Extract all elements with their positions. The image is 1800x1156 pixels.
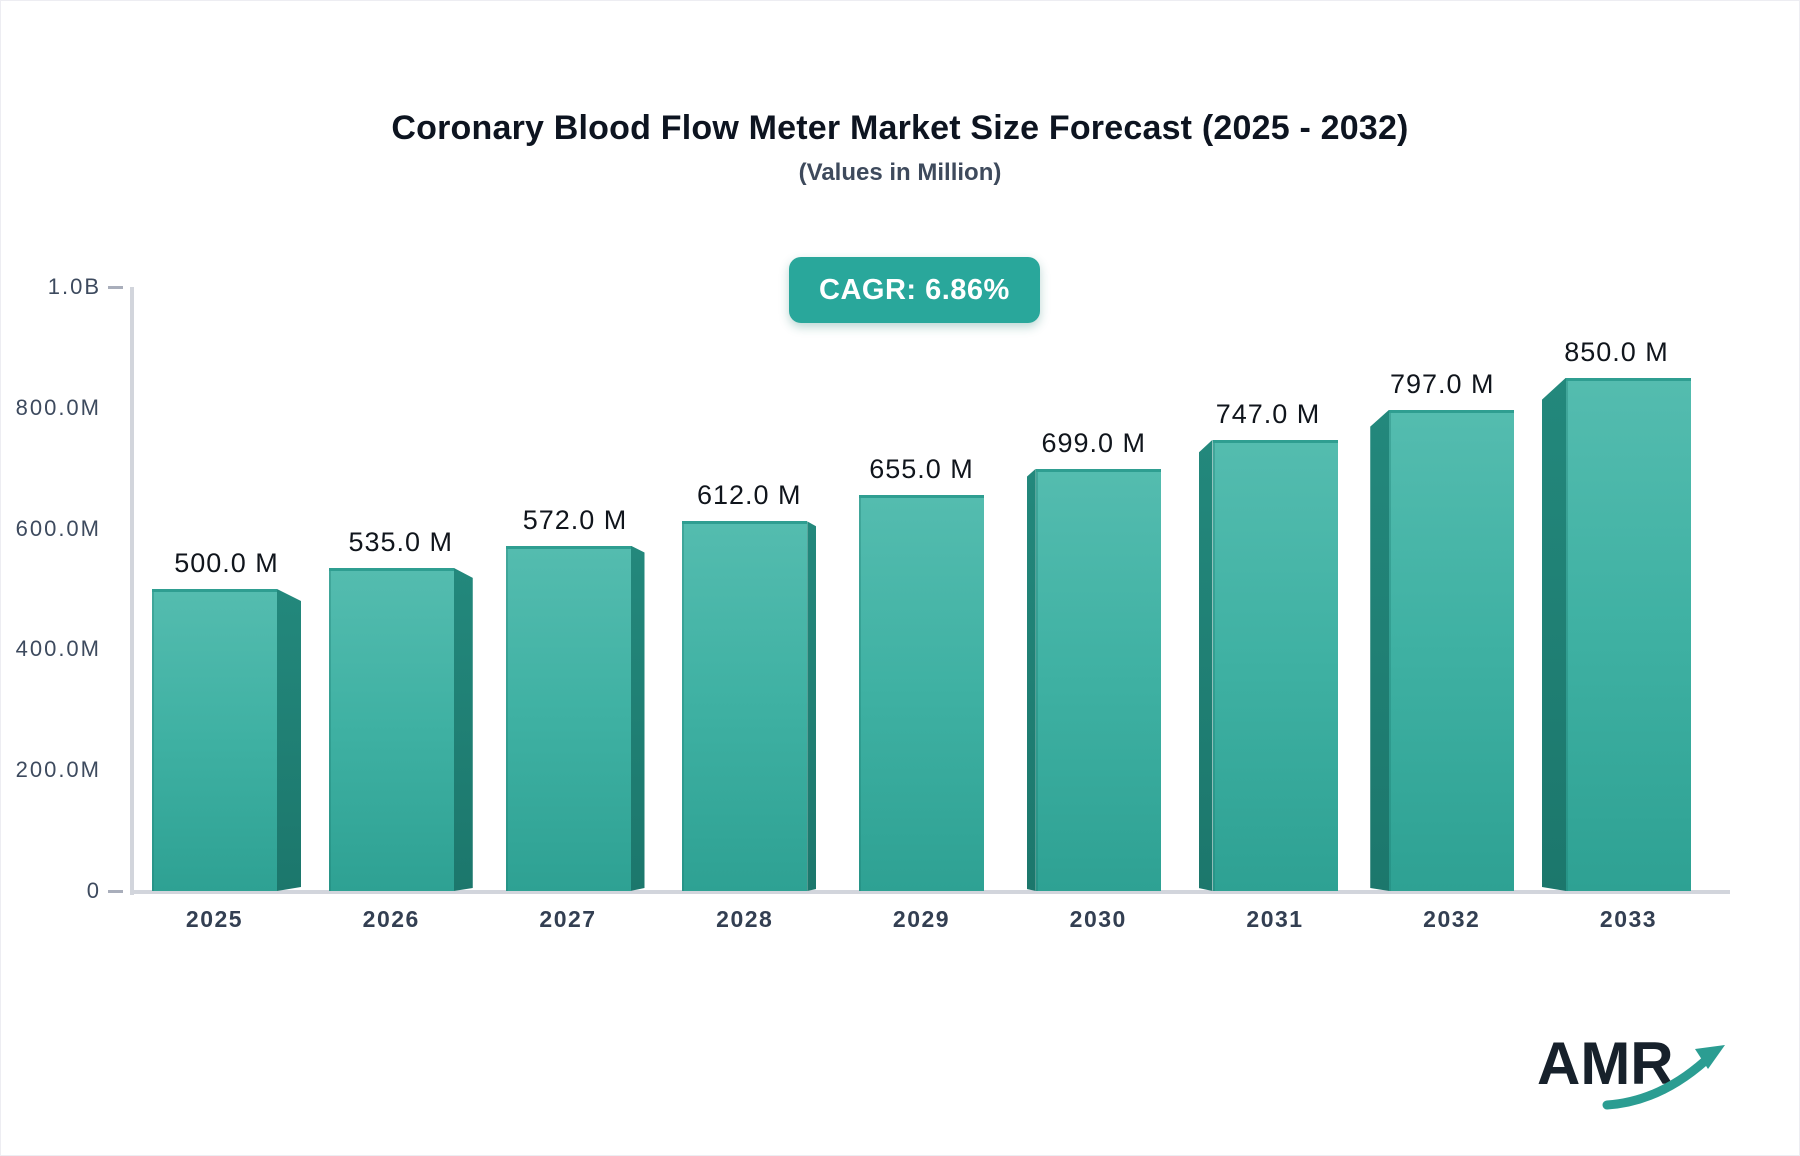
bar-value-label: 850.0 M xyxy=(1564,336,1669,367)
x-axis-tick-label: 2031 xyxy=(1246,906,1304,932)
bar-3d-side-2025 xyxy=(277,589,301,891)
bar-value-label: 699.0 M xyxy=(1041,427,1147,458)
amr-logo-text: AMR xyxy=(1537,1030,1674,1097)
cagr-badge: CAGR: 6.86% xyxy=(789,257,1040,323)
chart-title: Coronary Blood Flow Meter Market Size Fo… xyxy=(391,109,1409,147)
bar-2028 xyxy=(682,521,808,891)
y-axis-tick-label: 0 xyxy=(86,878,101,903)
bar-3d-side-2027 xyxy=(630,545,645,891)
bar-2029 xyxy=(859,495,984,891)
bar-3d-side-2028 xyxy=(807,521,817,891)
y-axis-tick-label: 400.0M xyxy=(15,636,101,662)
bar-value-label: 797.0 M xyxy=(1389,368,1495,399)
bar-2026 xyxy=(328,567,454,891)
bar-value-label: 500.0 M xyxy=(174,548,279,578)
bar-2025 xyxy=(152,589,277,891)
bar-value-label: 572.0 M xyxy=(522,504,628,535)
y-axis-tick-label: 800.0M xyxy=(15,394,101,420)
bar-value-label: 612.0 M xyxy=(696,480,802,511)
y-axis-line xyxy=(130,287,134,895)
x-axis-tick-label: 2028 xyxy=(716,906,774,932)
bar-value-label: 747.0 M xyxy=(1215,398,1321,429)
bar-3d-side-2026 xyxy=(453,567,473,891)
x-axis-tick-label: 2027 xyxy=(539,906,597,932)
x-axis-line xyxy=(130,890,1730,894)
bar-3d-side-2030 xyxy=(1026,468,1036,891)
bar-2031 xyxy=(1212,439,1338,891)
y-axis-tick-label: 200.0M xyxy=(15,757,101,783)
bar-3d-side-2032 xyxy=(1370,409,1390,891)
x-axis-tick-label: 2025 xyxy=(185,906,244,932)
x-axis-tick-label: 2029 xyxy=(892,906,951,932)
x-axis-tick-label: 2032 xyxy=(1423,906,1481,932)
bar-value-label: 655.0 M xyxy=(869,454,974,485)
trend-arrow-icon xyxy=(1602,1045,1725,1110)
x-axis-tick-label: 2033 xyxy=(1599,906,1658,932)
y-axis-tick-mark xyxy=(108,286,123,289)
bar-3d-side-2031 xyxy=(1198,439,1213,891)
x-axis-tick-label: 2030 xyxy=(1069,906,1127,932)
x-axis-tick-label: 2026 xyxy=(362,906,420,932)
bar-value-label: 535.0 M xyxy=(348,526,454,557)
bar-2027 xyxy=(505,545,631,891)
y-axis-tick-label: 1.0B xyxy=(47,274,101,299)
bar-2032 xyxy=(1389,409,1515,891)
y-axis-tick-mark xyxy=(108,890,123,893)
chart-subtitle: (Values in Million) xyxy=(798,159,1002,186)
bar-2030 xyxy=(1035,468,1161,891)
amr-logo: AMR xyxy=(1537,1033,1737,1123)
bar-3d-side-2033 xyxy=(1542,377,1566,891)
bar-2033 xyxy=(1566,377,1691,891)
y-axis-tick-label: 600.0M xyxy=(15,515,101,541)
